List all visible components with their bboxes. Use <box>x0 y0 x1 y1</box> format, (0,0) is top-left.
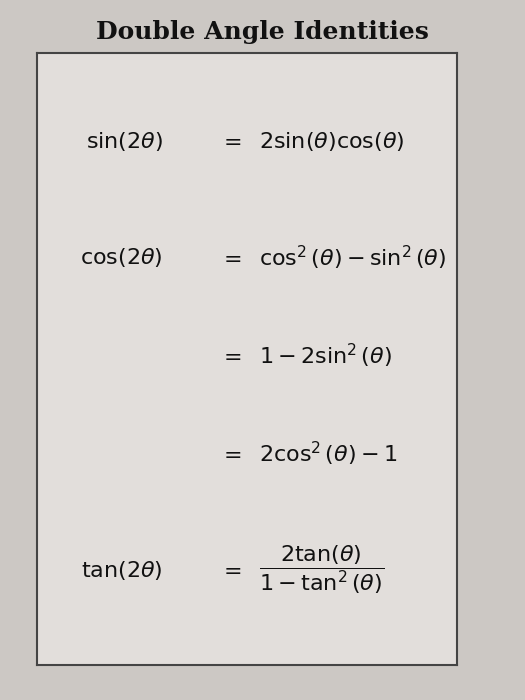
Text: $\dfrac{2\tan(\theta)}{1 - \tan^2(\theta)}$: $\dfrac{2\tan(\theta)}{1 - \tan^2(\theta… <box>259 544 385 596</box>
Text: Double Angle Identities: Double Angle Identities <box>96 20 429 43</box>
Text: $=$: $=$ <box>218 246 242 269</box>
Text: $1 - 2\sin^2(\theta)$: $1 - 2\sin^2(\theta)$ <box>259 342 392 370</box>
Text: $2\cos^2(\theta) - 1$: $2\cos^2(\theta) - 1$ <box>259 440 398 468</box>
Text: $\sin(2\theta)$: $\sin(2\theta)$ <box>86 130 163 153</box>
Text: $2\sin(\theta)\cos(\theta)$: $2\sin(\theta)\cos(\theta)$ <box>259 130 405 153</box>
Text: $=$: $=$ <box>218 344 242 367</box>
Text: $\cos(2\theta)$: $\cos(2\theta)$ <box>80 246 163 270</box>
Text: $=$: $=$ <box>218 559 242 581</box>
Text: $=$: $=$ <box>218 442 242 465</box>
Text: $=$: $=$ <box>218 130 242 153</box>
Text: $\cos^2(\theta) - \sin^2(\theta)$: $\cos^2(\theta) - \sin^2(\theta)$ <box>259 244 447 272</box>
Text: $\tan(2\theta)$: $\tan(2\theta)$ <box>81 559 163 582</box>
